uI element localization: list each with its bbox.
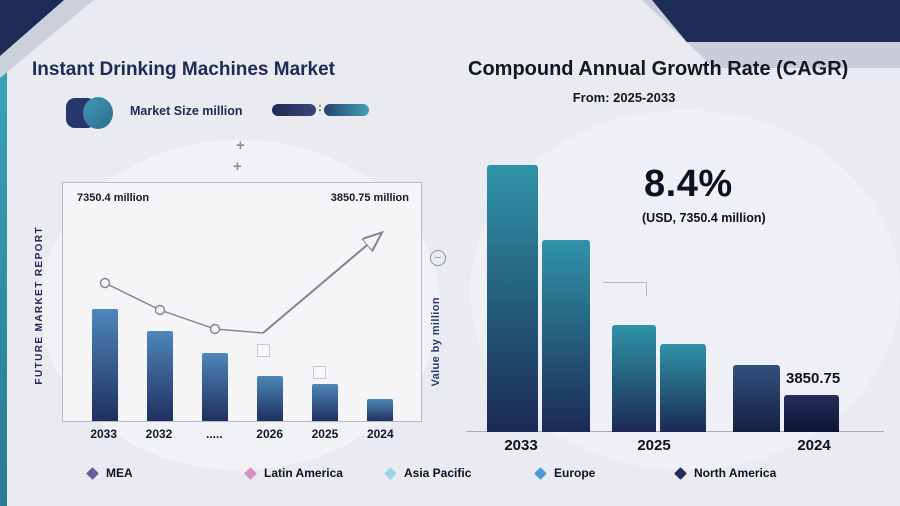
cylinder-icon-part <box>83 97 113 129</box>
value-by-million-label: Value by million <box>430 297 442 387</box>
market-x-label: 2026 <box>256 427 283 441</box>
market-x-label: 2024 <box>366 427 394 441</box>
legend-item-north-america: North America <box>674 466 777 480</box>
legend-diamond-icon <box>384 466 397 480</box>
market-size-chart: 7350.4 million 3850.75 million <box>62 182 422 422</box>
annotation-2033-value: 7350.4 million <box>77 192 150 204</box>
legend-item-asia-pacific: Asia Pacific <box>384 466 472 480</box>
legend-label: Europe <box>554 466 596 480</box>
legend-item-mea: MEA <box>86 466 133 480</box>
market-x-label: 2033 <box>90 427 118 441</box>
cagr-axis-line <box>466 431 884 432</box>
market-bar-2033 <box>91 309 118 421</box>
legend-diamond-icon <box>86 466 99 480</box>
market-bar-2025 <box>311 384 338 421</box>
legend-diamond-icon <box>674 466 687 480</box>
left-chart-title: Instant Drinking Machines Market <box>32 59 336 80</box>
square-decoration-icon <box>313 366 326 379</box>
market-bar-..... <box>201 353 228 421</box>
legend-label: Latin America <box>264 466 343 480</box>
square-decoration-icon <box>257 344 270 357</box>
legend-label: North America <box>694 466 777 480</box>
cagr-x-label-2033: 2033 <box>504 437 538 454</box>
region-legend: MEA Latin America Asia Pacific Europe North … <box>0 466 900 488</box>
legend-pill-teal <box>324 104 369 116</box>
market-size-legend-label: Market Size million <box>130 104 243 118</box>
future-market-report-label: FUTURE MARKET REPORT <box>34 226 45 385</box>
market-size-icon <box>66 97 118 129</box>
market-bar-2026 <box>256 376 283 421</box>
left-edge-accent <box>0 26 7 506</box>
legend-item-latin-america: Latin America <box>244 466 343 480</box>
cagr-percentage: 8.4% <box>644 163 733 205</box>
market-x-axis: 2033 2032..... 2026 2025 2024 <box>62 427 422 441</box>
cagr-subtitle: From: 2025-2033 <box>572 90 676 105</box>
legend-label: MEA <box>106 466 133 480</box>
cagr-note: (USD, 7350.4 million) <box>642 211 766 225</box>
step-line-decoration <box>603 282 647 296</box>
legend-pill-separator: : <box>318 100 322 114</box>
market-x-label: 2025 <box>311 427 339 441</box>
plus-icon: + <box>236 137 245 154</box>
plus-icon: + <box>233 158 242 175</box>
legend-diamond-icon <box>534 466 547 480</box>
cagr-title: Compound Annual Growth Rate (CAGR) <box>468 58 849 80</box>
top-right-band <box>652 0 900 42</box>
annotation-3850: 3850.75 <box>786 370 841 387</box>
market-bar-2032 <box>146 331 173 421</box>
legend-diamond-icon <box>244 466 257 480</box>
legend-item-europe: Europe <box>534 466 596 480</box>
market-bars <box>63 183 421 421</box>
market-bar-2024 <box>366 399 393 421</box>
legend-pill-navy <box>272 104 316 116</box>
minus-circle-icon: − <box>430 250 446 266</box>
annotation-2024-value: 3850.75 million <box>330 192 409 204</box>
market-x-label: ..... <box>205 427 223 441</box>
legend-label: Asia Pacific <box>404 466 472 480</box>
trend-line-overlay <box>99 183 423 335</box>
market-x-label: 2032 <box>145 427 173 441</box>
